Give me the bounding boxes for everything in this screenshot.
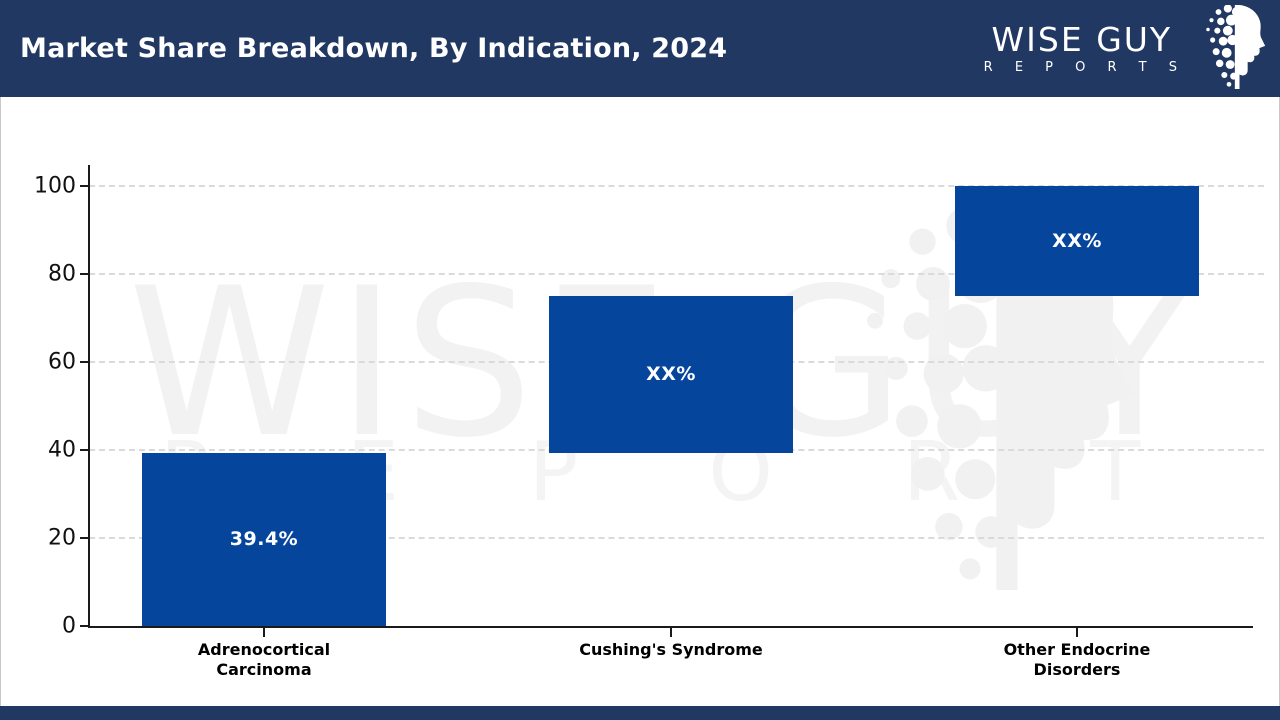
y-axis-tick-label: 40 <box>48 437 76 463</box>
x-axis-category-label: Adrenocortical Carcinoma <box>197 640 331 679</box>
y-axis-tick-mark <box>80 537 88 539</box>
y-axis-tick-mark <box>80 185 88 187</box>
bar-segment: XX% <box>549 296 793 453</box>
y-axis-tick-label: 0 <box>62 613 76 639</box>
bar-value-label: XX% <box>646 363 696 386</box>
y-axis-tick-label: 80 <box>48 261 76 287</box>
bar-segment: 39.4% <box>142 452 386 626</box>
x-axis-category-label: Cushing's Syndrome <box>579 640 763 659</box>
header-bar: Market Share Breakdown, By Indication, 2… <box>0 0 1280 97</box>
dotted-head-logo-icon <box>1192 3 1266 93</box>
y-axis-tick-mark <box>80 273 88 275</box>
bar-value-label: 39.4% <box>229 528 299 551</box>
y-axis-tick-mark <box>80 449 88 451</box>
x-axis-tick-mark <box>263 628 265 637</box>
brand-wordmark: WISE GUY R E P O R T S <box>978 23 1186 74</box>
footer-bar <box>0 706 1280 720</box>
y-axis-tick-label: 60 <box>48 349 76 375</box>
bar-value-label: XX% <box>1052 230 1102 252</box>
page-title: Market Share Breakdown, By Indication, 2… <box>20 33 728 64</box>
y-gridline <box>89 537 1264 539</box>
y-axis-tick-label: 100 <box>34 173 76 199</box>
bar-segment: XX% <box>955 186 1199 296</box>
y-gridline <box>89 185 1264 187</box>
brand-logo: WISE GUY R E P O R T S <box>978 3 1280 93</box>
y-gridline <box>89 273 1264 275</box>
brand-reports-text: R E P O R T S <box>983 60 1186 75</box>
y-axis-tick-mark <box>80 361 88 363</box>
y-axis-line <box>88 165 90 628</box>
brand-name-text: WISE GUY <box>991 20 1173 59</box>
x-axis-category-label: Other Endocrine Disorders <box>1003 640 1151 679</box>
y-axis-tick-mark <box>80 625 88 627</box>
x-axis-tick-mark <box>670 628 672 637</box>
x-axis-line <box>88 626 1253 628</box>
x-axis-tick-mark <box>1076 628 1078 637</box>
y-axis-tick-label: 20 <box>48 525 76 551</box>
